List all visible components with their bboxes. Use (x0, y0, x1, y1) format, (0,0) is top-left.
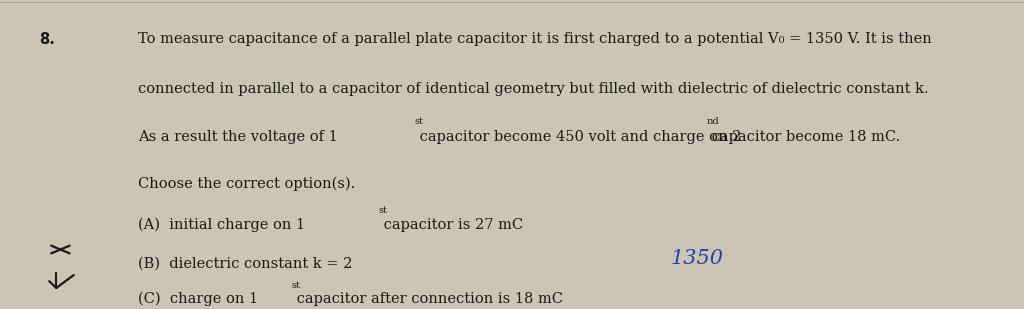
Text: capacitor after connection is 18 mC: capacitor after connection is 18 mC (292, 292, 563, 306)
Text: (B)  dielectric constant k = 2: (B) dielectric constant k = 2 (138, 256, 352, 270)
Text: st: st (292, 281, 301, 290)
Text: 1350: 1350 (671, 249, 724, 268)
Text: 8.: 8. (39, 32, 55, 48)
Text: capacitor is 27 mC: capacitor is 27 mC (379, 218, 523, 232)
Text: (C)  charge on 1: (C) charge on 1 (138, 292, 258, 307)
Text: st: st (379, 206, 388, 215)
Text: (A)  initial charge on 1: (A) initial charge on 1 (138, 218, 305, 232)
Text: st: st (415, 117, 424, 126)
Text: capacitor become 450 volt and charge on 2: capacitor become 450 volt and charge on … (415, 130, 741, 144)
Text: nd: nd (707, 117, 719, 126)
Text: Choose the correct option(s).: Choose the correct option(s). (138, 176, 355, 191)
Text: As a result the voltage of 1: As a result the voltage of 1 (138, 130, 338, 144)
Text: To measure capacitance of a parallel plate capacitor it is first charged to a po: To measure capacitance of a parallel pla… (138, 32, 932, 46)
Text: connected in parallel to a capacitor of identical geometry but filled with diele: connected in parallel to a capacitor of … (138, 82, 929, 96)
Text: capacitor become 18 mC.: capacitor become 18 mC. (707, 130, 900, 144)
